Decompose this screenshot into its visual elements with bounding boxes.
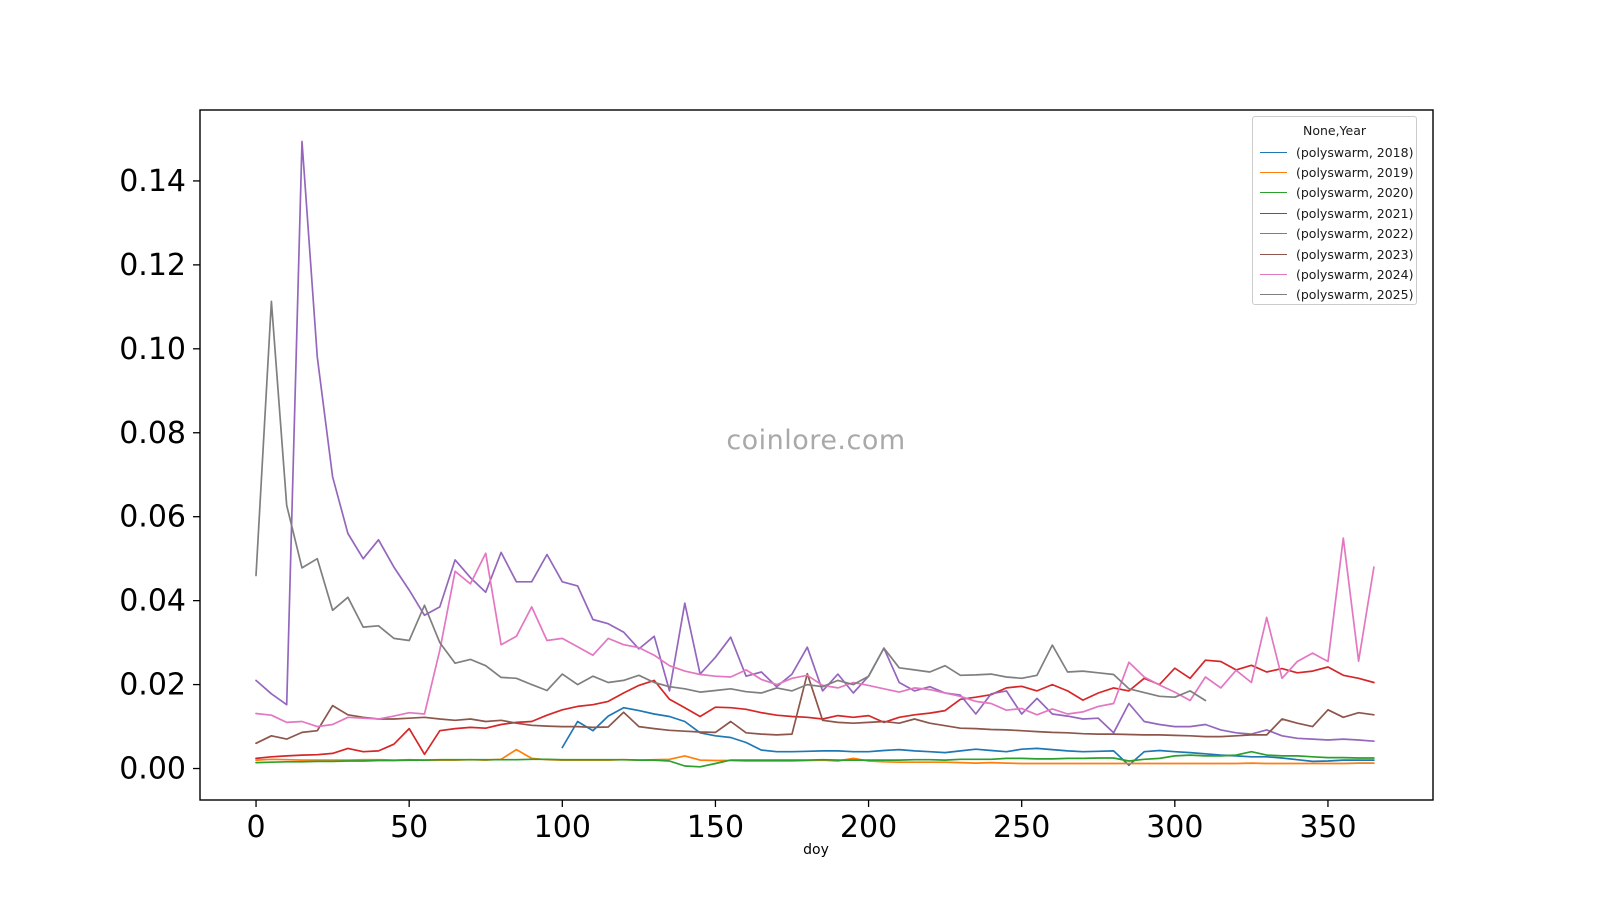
- x-tick-label-50: 50: [390, 810, 428, 845]
- y-tick-label-0.12: 0.12: [119, 248, 186, 283]
- plot-frame: [199, 109, 1434, 801]
- series-line-2023: [255, 672, 1375, 745]
- watermark: coinlore.com: [726, 425, 906, 456]
- legend-label-2018: (polyswarm, 2018): [1296, 144, 1414, 160]
- legend-line-swatch-2025: [1260, 294, 1287, 296]
- legend-line-swatch-2019: [1260, 172, 1287, 174]
- legend-item-2021: (polyswarm, 2021): [1253, 203, 1416, 223]
- legend-item-2025: (polyswarm, 2025): [1253, 285, 1416, 305]
- x-tick-label-0: 0: [246, 810, 265, 845]
- series-line-2020: [255, 750, 1375, 768]
- x-tick-label-350: 350: [1299, 810, 1356, 845]
- legend-label-2019: (polyswarm, 2019): [1296, 165, 1414, 181]
- legend-label-2021: (polyswarm, 2021): [1296, 205, 1414, 221]
- legend-label-2025: (polyswarm, 2025): [1296, 287, 1414, 303]
- legend-line-swatch-2020: [1260, 192, 1287, 194]
- legend-item-2024: (polyswarm, 2024): [1253, 264, 1416, 284]
- legend-line-swatch-2022: [1260, 233, 1287, 235]
- legend-label-2020: (polyswarm, 2020): [1296, 185, 1414, 201]
- y-tick-label-0.02: 0.02: [119, 668, 186, 703]
- y-tick-label-0.04: 0.04: [119, 584, 186, 619]
- legend-label-2022: (polyswarm, 2022): [1296, 226, 1414, 242]
- x-axis-label: doy: [803, 842, 829, 858]
- y-tick-label-0.08: 0.08: [119, 416, 186, 451]
- legend-line-swatch-2023: [1260, 253, 1287, 255]
- series-line-2024: [255, 537, 1375, 728]
- x-tick-label-300: 300: [1146, 810, 1203, 845]
- y-tick-label-0.10: 0.10: [119, 332, 186, 367]
- y-tick-label-0.00: 0.00: [119, 752, 186, 787]
- legend-rows: (polyswarm, 2018) (polyswarm, 2019) (polys…: [1253, 142, 1416, 305]
- x-tick-label-200: 200: [840, 810, 897, 845]
- series-line-2018: [561, 706, 1375, 767]
- legend-line-swatch-2018: [1260, 151, 1287, 153]
- legend-line-swatch-2021: [1260, 212, 1287, 214]
- series-line-2021: [255, 659, 1375, 760]
- legend-item-2018: (polyswarm, 2018): [1253, 142, 1416, 162]
- x-tick-label-100: 100: [534, 810, 591, 845]
- legend-label-2024: (polyswarm, 2024): [1296, 267, 1414, 283]
- legend-item-2019: (polyswarm, 2019): [1253, 162, 1416, 182]
- x-tick-label-250: 250: [993, 810, 1050, 845]
- x-tick-label-150: 150: [687, 810, 744, 845]
- legend-label-2023: (polyswarm, 2023): [1296, 246, 1414, 262]
- legend-title: None,Year: [1302, 123, 1367, 138]
- legend-item-2020: (polyswarm, 2020): [1253, 183, 1416, 203]
- legend-item-2022: (polyswarm, 2022): [1253, 224, 1416, 244]
- y-tick-label-0.06: 0.06: [119, 500, 186, 535]
- series-line-2025: [255, 300, 1207, 702]
- y-tick-label-0.14: 0.14: [119, 164, 186, 199]
- legend-item-2023: (polyswarm, 2023): [1253, 244, 1416, 264]
- legend-line-swatch-2024: [1260, 274, 1287, 276]
- legend: None,Year (polyswarm, 2018) (polyswarm, 2…: [1252, 116, 1417, 305]
- series-line-2022: [255, 140, 1375, 743]
